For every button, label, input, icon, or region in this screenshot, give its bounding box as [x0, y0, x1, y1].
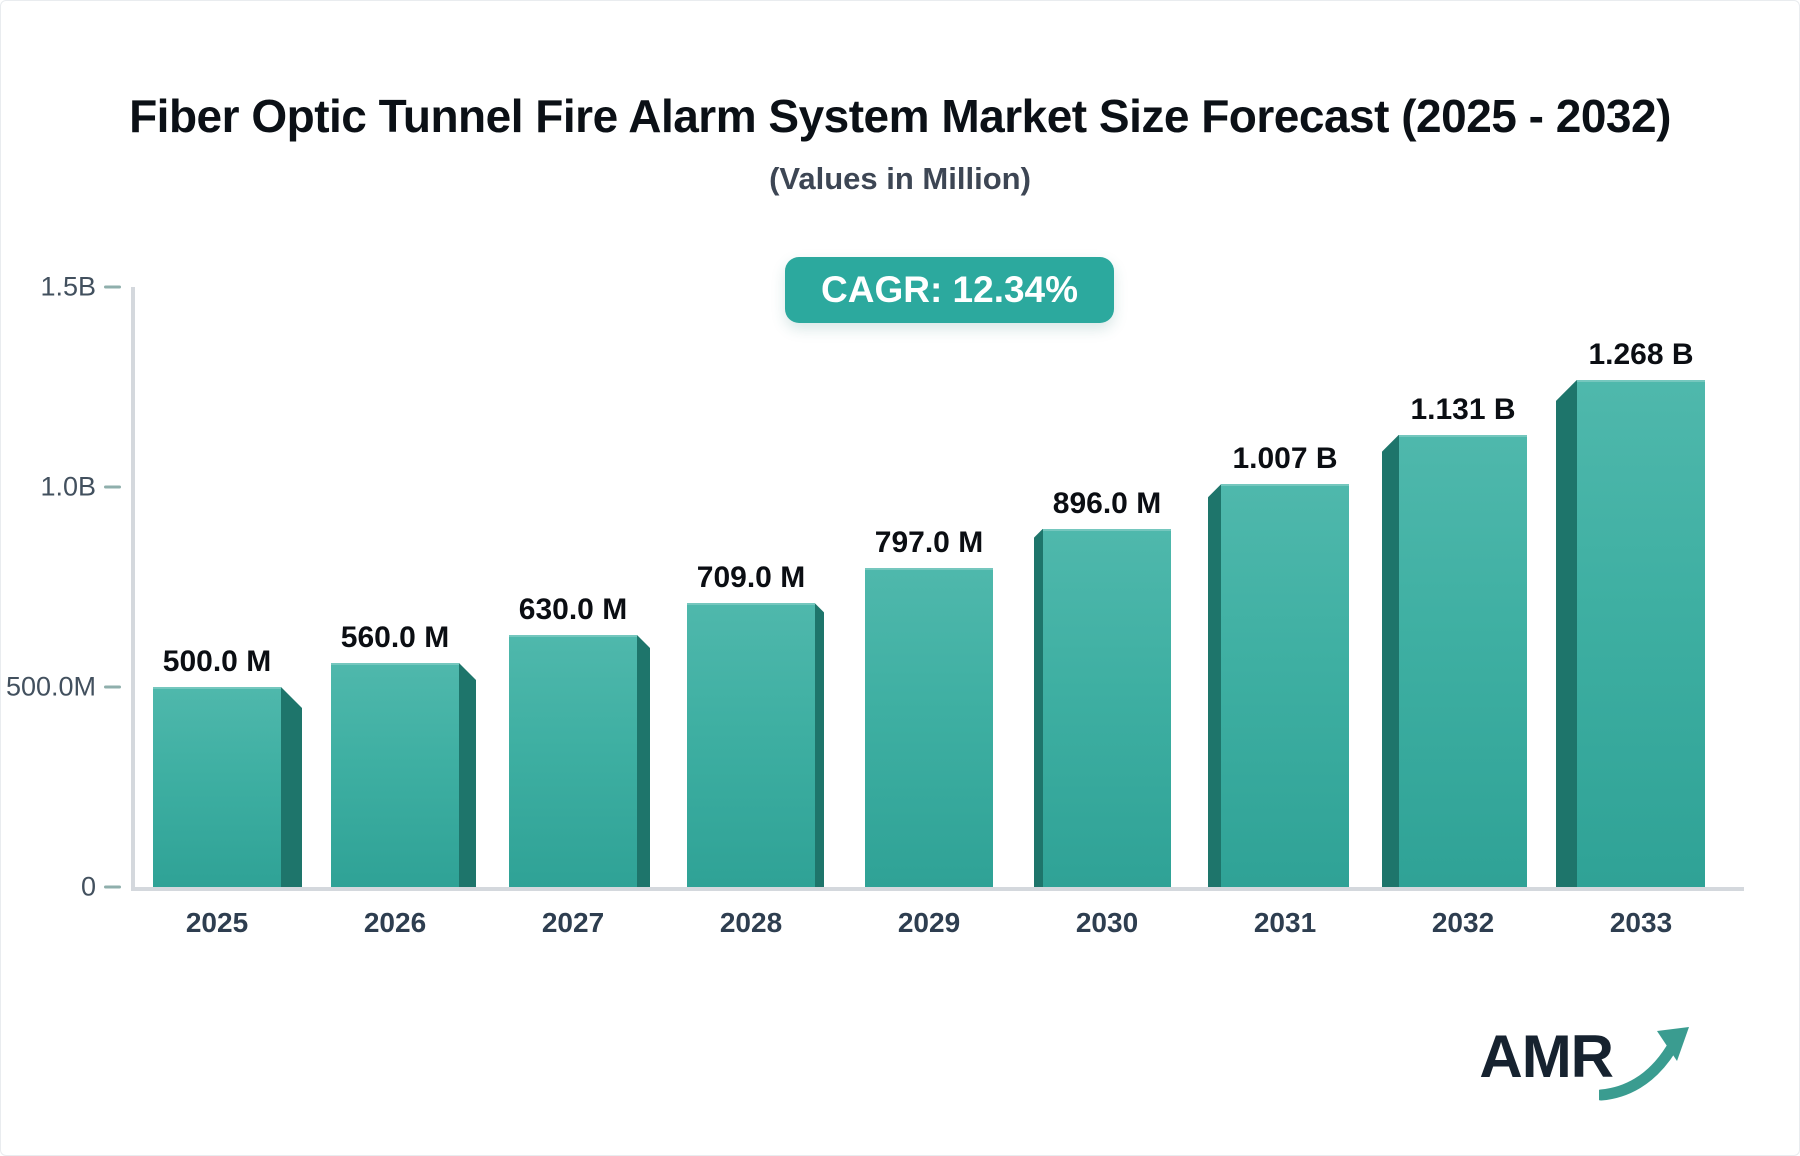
chart-title: Fiber Optic Tunnel Fire Alarm System Mar… [129, 90, 1671, 142]
x-axis-label-2032: 2032 [1431, 907, 1495, 938]
bar-2029 [865, 568, 993, 887]
bar-value-label: 709.0 M [696, 561, 806, 595]
y-axis-tick-mark [104, 485, 121, 489]
x-axis-label-2027: 2027 [541, 907, 605, 938]
y-axis-tick-label: 500.0M [5, 671, 96, 702]
bar-3d-side [1208, 484, 1221, 887]
bar-3d-side [281, 687, 302, 887]
bar-value-label: 630.0 M [518, 593, 628, 626]
bar-2027 [509, 635, 637, 887]
x-axis-label-2030: 2030 [1075, 907, 1139, 938]
bar-2032 [1399, 434, 1527, 887]
y-axis-tick-mark [104, 685, 121, 689]
chart-subtitle: (Values in Million) [769, 161, 1031, 196]
bar-3d-side [459, 663, 476, 887]
x-axis-label-2029: 2029 [897, 907, 961, 938]
cagr-badge: CAGR: 12.34% [785, 257, 1115, 323]
y-axis-tick-label: 1.5B [40, 271, 96, 302]
x-axis-label-2031: 2031 [1253, 907, 1317, 938]
y-axis-tick-label: 0 [80, 871, 96, 902]
bar-2026 [331, 663, 459, 887]
bar-value-label: 1.268 B [1588, 337, 1694, 371]
bar-value-label: 560.0 M [340, 621, 450, 654]
y-axis-tick-mark [104, 285, 121, 289]
y-axis-tick-mark [104, 885, 121, 889]
bar-2030 [1043, 528, 1171, 887]
bar-value-label: 500.0 M [162, 645, 272, 678]
bar-3d-side [1034, 528, 1043, 887]
plot-area: 500.0 M 2025 560.0 M 2026 630.0 M 2027 709.0 M… [131, 287, 1744, 938]
bar-2033 [1577, 379, 1705, 887]
bar-2031 [1221, 484, 1349, 887]
x-axis-label-2025: 2025 [185, 907, 249, 938]
logo-growth-arrow-icon [1599, 1027, 1689, 1101]
bar-value-label: 896.0 M [1052, 486, 1162, 520]
bar-3d-side [1556, 379, 1577, 887]
brand-logo: AMR [1479, 1027, 1691, 1101]
brand-logo-text: AMR [1479, 1023, 1614, 1090]
bar-value-label: 797.0 M [874, 526, 984, 560]
bar-value-label: 1.007 B [1232, 442, 1338, 476]
bar-3d-side [1382, 434, 1399, 887]
bar-2028 [687, 603, 815, 887]
bar-2025 [153, 687, 281, 887]
x-axis-label-2028: 2028 [719, 907, 783, 938]
x-axis-label-2033: 2033 [1609, 907, 1673, 938]
y-axis-tick-label: 1.0B [40, 471, 96, 502]
bar-value-label: 1.131 B [1410, 392, 1516, 426]
bar-3d-side [815, 603, 824, 887]
bar-3d-side [637, 635, 650, 887]
x-axis-label-2026: 2026 [363, 907, 427, 938]
